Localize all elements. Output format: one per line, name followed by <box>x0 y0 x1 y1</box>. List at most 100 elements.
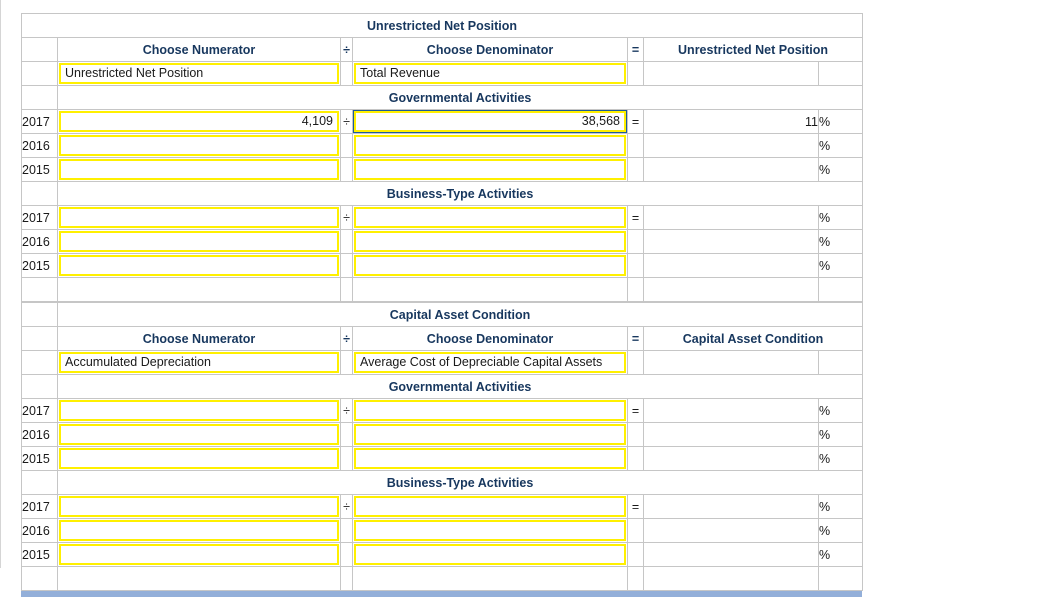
year-label: 2015 <box>21 157 58 182</box>
chosen-denominator-input[interactable]: Total Revenue <box>354 63 626 84</box>
chosen-denominator-input[interactable]: Average Cost of Depreciable Capital Asse… <box>354 352 626 373</box>
table-title: Unrestricted Net Position <box>20 13 864 38</box>
denominator-cell: 38,568 <box>352 109 628 134</box>
denominator-cell <box>352 205 628 230</box>
section-year-cell <box>21 470 58 495</box>
denominator-cell <box>352 422 628 447</box>
section-label: Governmental Activities <box>56 374 864 399</box>
divide-symbol <box>340 422 353 447</box>
divide-symbol: ÷ <box>340 109 353 134</box>
denominator-input[interactable] <box>354 544 626 565</box>
numerator-cell <box>57 422 341 447</box>
chosen-numerator-input[interactable]: Unrestricted Net Position <box>59 63 339 84</box>
equals-symbol: = <box>627 494 644 519</box>
numerator-input[interactable] <box>59 255 339 276</box>
year-label: 2016 <box>21 133 58 158</box>
numerator-input[interactable] <box>59 520 339 541</box>
table-title: Capital Asset Condition <box>56 302 864 327</box>
year-label: 2017 <box>21 398 58 423</box>
percent-sign: % <box>817 253 864 278</box>
denominator-input[interactable] <box>354 159 626 180</box>
denominator-input[interactable] <box>354 400 626 421</box>
equals-cell-empty <box>627 350 644 375</box>
percent-sign: % <box>817 109 864 134</box>
result-value <box>643 205 819 230</box>
result-value <box>643 253 819 278</box>
denominator-input[interactable] <box>354 207 626 228</box>
denominator-cell <box>352 133 628 158</box>
year-column-header <box>21 326 58 351</box>
denominator-input[interactable] <box>354 448 626 469</box>
result-value <box>643 518 819 543</box>
denominator-input[interactable] <box>354 496 626 517</box>
choose-denominator-header: Choose Denominator <box>352 326 628 351</box>
section-label: Business-Type Activities <box>56 470 864 495</box>
result-value <box>643 133 819 158</box>
numerator-input[interactable] <box>59 544 339 565</box>
divide-symbol <box>340 542 353 567</box>
denominator-input[interactable] <box>354 231 626 252</box>
numerator-input[interactable] <box>59 496 339 517</box>
year-label: 2015 <box>21 446 58 471</box>
result-header: Unrestricted Net Position <box>642 37 864 62</box>
numerator-input[interactable]: 4,109 <box>59 111 339 132</box>
percent-cell-empty <box>817 350 864 375</box>
divide-symbol <box>340 446 353 471</box>
numerator-cell <box>57 205 341 230</box>
denominator-cell <box>352 446 628 471</box>
numerator-cell <box>57 398 341 423</box>
equals-symbol-header: = <box>627 326 644 351</box>
year-label: 2017 <box>21 205 58 230</box>
numerator-input[interactable] <box>59 448 339 469</box>
numerator-input[interactable] <box>59 207 339 228</box>
year-label: 2017 <box>21 109 58 134</box>
percent-sign: % <box>817 518 864 543</box>
denominator-input[interactable] <box>354 255 626 276</box>
year-label: 2016 <box>21 422 58 447</box>
divide-symbol <box>340 133 353 158</box>
divide-cell-empty <box>340 350 353 375</box>
spacer-row <box>21 277 864 302</box>
percent-cell-empty <box>817 61 864 86</box>
capital-asset-condition-table: Capital Asset Condition Choose Numerator… <box>21 302 864 591</box>
result-cell-empty <box>643 350 819 375</box>
numerator-input[interactable] <box>59 424 339 445</box>
denominator-input[interactable]: 38,568 <box>353 110 627 133</box>
numerator-cell: Accumulated Depreciation <box>57 350 341 375</box>
denominator-cell <box>352 518 628 543</box>
result-value <box>643 229 819 254</box>
denominator-cell <box>352 542 628 567</box>
title-year-cell <box>21 302 58 327</box>
year-cell-empty <box>21 61 58 86</box>
result-value <box>643 542 819 567</box>
result-value: 11 <box>643 109 819 134</box>
denominator-cell <box>352 253 628 278</box>
unrestricted-net-position-table: Unrestricted Net Position Choose Numerat… <box>20 13 864 302</box>
equals-symbol: = <box>627 109 644 134</box>
year-label: 2016 <box>21 518 58 543</box>
numerator-input[interactable] <box>59 135 339 156</box>
percent-sign: % <box>817 398 864 423</box>
percent-sign: % <box>817 229 864 254</box>
denominator-input[interactable] <box>354 424 626 445</box>
percent-sign: % <box>817 446 864 471</box>
equals-symbol <box>627 446 644 471</box>
denominator-input[interactable] <box>354 520 626 541</box>
year-cell-empty <box>21 350 58 375</box>
numerator-input[interactable] <box>59 159 339 180</box>
year-label: 2015 <box>21 253 58 278</box>
denominator-input[interactable] <box>354 135 626 156</box>
year-label: 2015 <box>21 542 58 567</box>
percent-sign: % <box>817 205 864 230</box>
chosen-numerator-input[interactable]: Accumulated Depreciation <box>59 352 339 373</box>
numerator-input[interactable] <box>59 400 339 421</box>
equals-cell-empty <box>627 61 644 86</box>
result-value <box>643 422 819 447</box>
equals-symbol: = <box>627 398 644 423</box>
divide-symbol: ÷ <box>340 398 353 423</box>
equals-symbol <box>627 229 644 254</box>
equals-symbol: = <box>627 205 644 230</box>
numerator-cell <box>57 157 341 182</box>
viewport-left-edge <box>0 0 1 568</box>
numerator-input[interactable] <box>59 231 339 252</box>
